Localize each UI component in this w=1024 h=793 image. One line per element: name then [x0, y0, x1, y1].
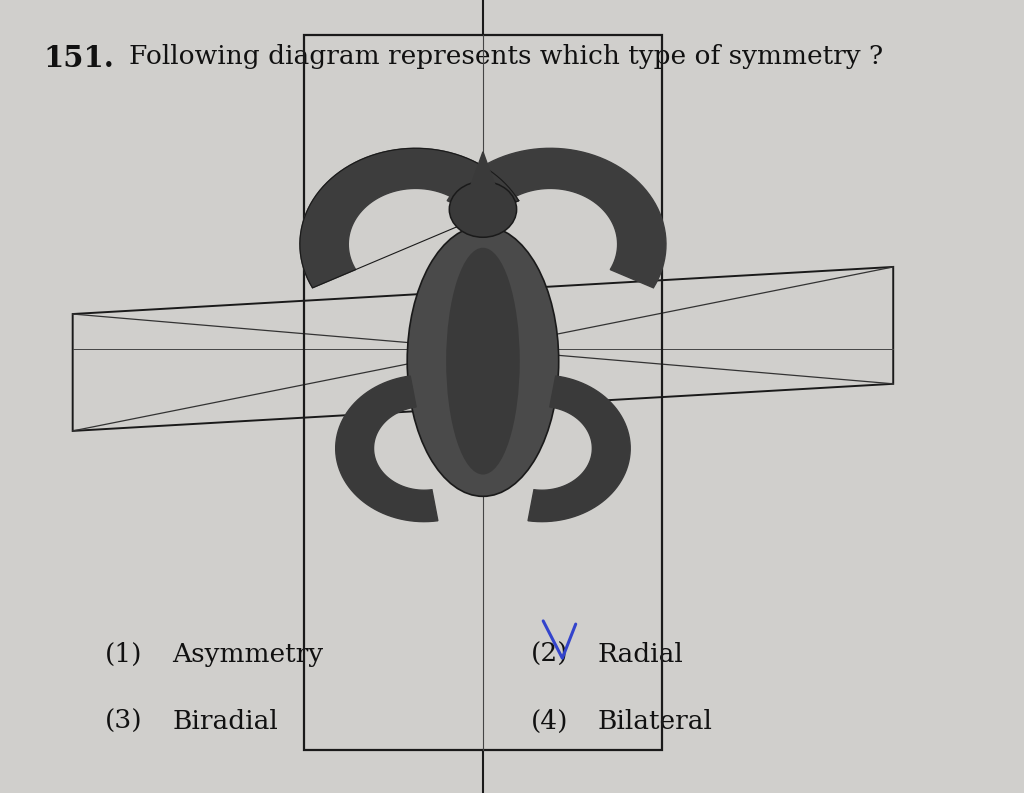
Text: Asymmetry: Asymmetry: [172, 642, 324, 667]
Text: 151.: 151.: [43, 44, 114, 73]
Text: (1): (1): [105, 642, 142, 667]
Text: Following diagram represents which type of symmetry ?: Following diagram represents which type …: [129, 44, 884, 69]
Text: Biradial: Biradial: [172, 709, 278, 734]
Polygon shape: [336, 376, 438, 522]
Polygon shape: [470, 151, 496, 186]
Text: (3): (3): [105, 709, 142, 734]
Ellipse shape: [408, 226, 559, 496]
Ellipse shape: [446, 247, 520, 474]
Text: Bilateral: Bilateral: [598, 709, 713, 734]
Polygon shape: [447, 148, 666, 288]
Text: (4): (4): [530, 709, 568, 734]
Polygon shape: [300, 148, 519, 288]
Text: Radial: Radial: [598, 642, 683, 667]
Text: (2): (2): [530, 642, 568, 667]
Ellipse shape: [450, 182, 517, 237]
Polygon shape: [528, 376, 630, 522]
